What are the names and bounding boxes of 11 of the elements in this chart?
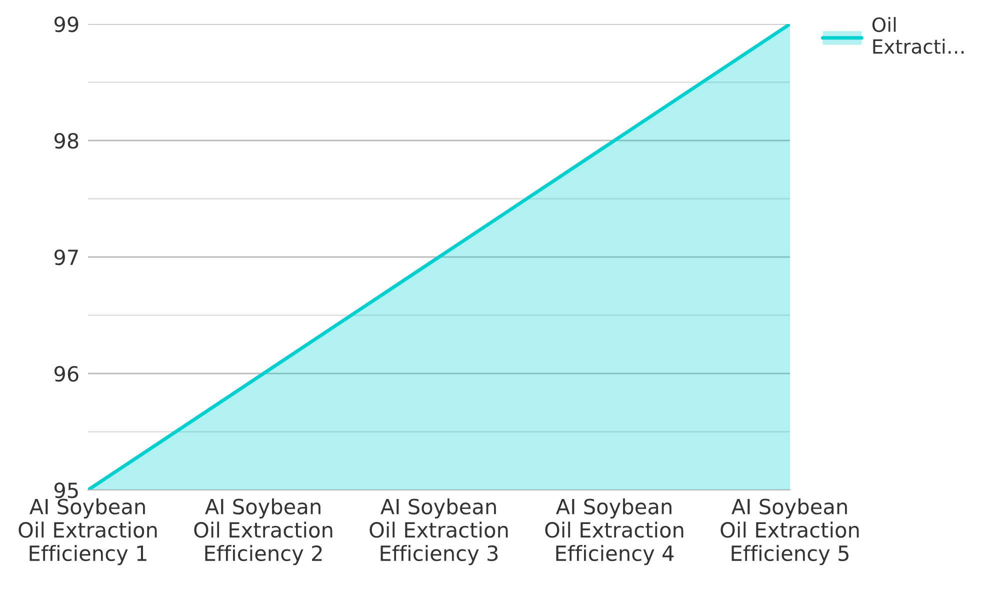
legend-label: Oil Extracti… (872, 17, 964, 54)
y-tick-label: 96 (54, 366, 78, 382)
x-tick-label: AI Soybean Oil Extraction Efficiency 1 (18, 498, 157, 566)
y-tick-label: 98 (54, 132, 78, 149)
x-tick-label: AI Soybean Oil Extraction Efficiency 4 (545, 498, 684, 566)
x-tick-label: AI Soybean Oil Extraction Efficiency 2 (194, 498, 332, 566)
x-tick-label: AI Soybean Oil Extraction Efficiency 5 (720, 498, 859, 566)
x-tick-label: AI Soybean Oil Extraction Efficiency 3 (370, 498, 508, 566)
y-tick-label: 95 (54, 482, 78, 498)
y-tick-label: 97 (54, 249, 78, 266)
y-tick-label: 99 (54, 16, 78, 32)
